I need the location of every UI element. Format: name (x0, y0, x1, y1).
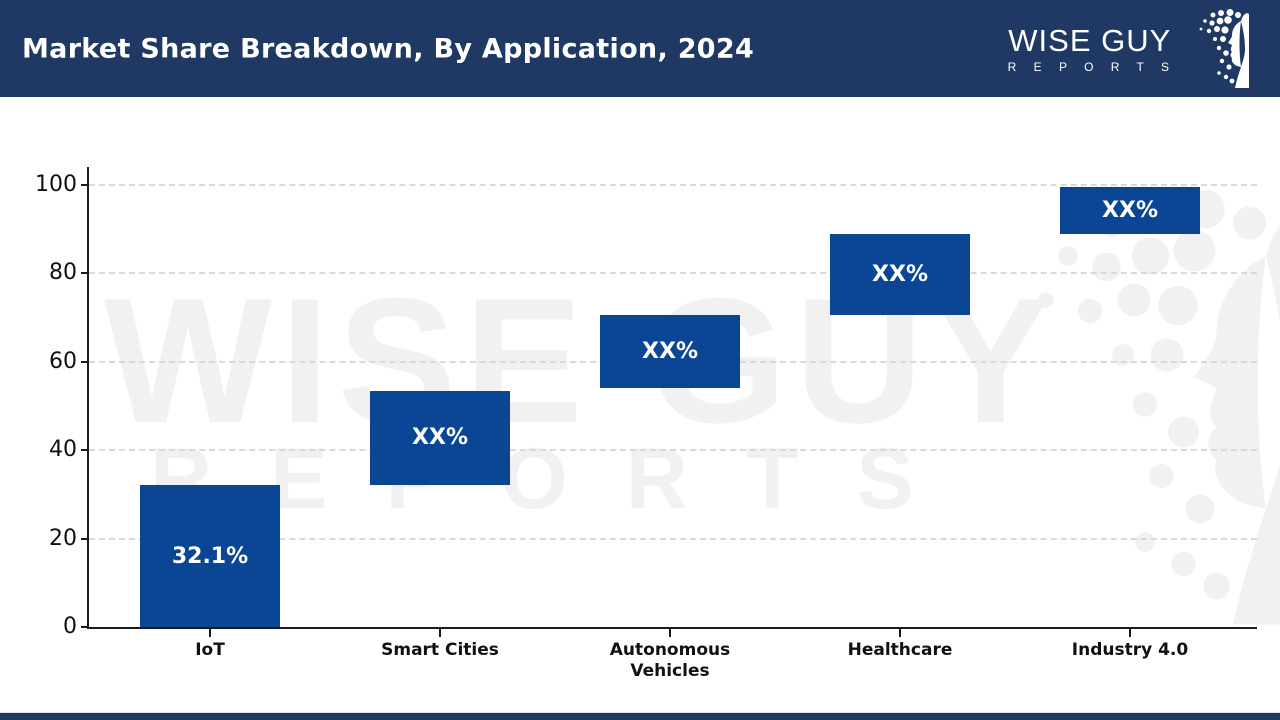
bar-value-label: XX% (642, 339, 698, 365)
gridline-40 (89, 449, 1257, 452)
wise-guy-logo: WISE GUY R E P O R T S (1004, 8, 1256, 90)
y-tick-label: 0 (63, 614, 77, 639)
y-tick-label: 60 (49, 348, 77, 374)
logo-face-icon (1182, 9, 1256, 89)
logo-subtext: R E P O R T S (1007, 60, 1176, 74)
bar-value-label: XX% (872, 261, 928, 287)
y-tick (81, 360, 89, 363)
x-category-label: Healthcare (847, 640, 953, 660)
x-tick (899, 629, 901, 637)
bar-value-label: XX% (412, 425, 468, 451)
footer-rule (0, 712, 1280, 713)
y-tick-label: 100 (35, 172, 77, 197)
gridline-20 (89, 537, 1257, 540)
logo-wordmark: WISE GUY (1008, 23, 1172, 58)
bar-value-label: 32.1% (171, 543, 249, 569)
y-axis (87, 167, 89, 629)
bar-value-label: XX% (1102, 197, 1158, 223)
x-tick (439, 629, 441, 637)
y-tick (81, 272, 89, 275)
chart-title: Market Share Breakdown, By Application, … (22, 33, 755, 64)
y-tick (81, 537, 89, 540)
x-category-label: Industry 4.0 (1071, 640, 1189, 660)
y-tick (81, 184, 89, 186)
waterfall-bar-1: 32.1% (140, 485, 280, 627)
x-axis (87, 627, 1257, 629)
waterfall-bar-4: XX% (830, 233, 970, 316)
x-category-label: Smart Cities (381, 640, 499, 660)
y-tick-label: 80 (49, 260, 77, 286)
logo-text: WISE GUY R E P O R T S (1004, 25, 1176, 73)
x-tick (209, 629, 211, 637)
waterfall-bar-3: XX% (600, 315, 740, 389)
x-category-label: Autonomous Vehicles (609, 640, 731, 682)
x-category-label: IoT (195, 640, 225, 660)
gridline-100 (89, 184, 1257, 186)
y-tick-label: 40 (49, 437, 77, 463)
header: Market Share Breakdown, By Application, … (0, 0, 1280, 97)
y-tick (81, 449, 89, 452)
waterfall-bar-5: XX% (1060, 187, 1200, 234)
y-tick-label: 20 (49, 525, 77, 551)
footer-bar (0, 713, 1280, 720)
gridline-80 (89, 272, 1257, 275)
y-tick (81, 626, 89, 628)
x-tick (669, 629, 671, 637)
waterfall-bar-2: XX% (370, 390, 510, 486)
x-tick (1129, 629, 1131, 637)
